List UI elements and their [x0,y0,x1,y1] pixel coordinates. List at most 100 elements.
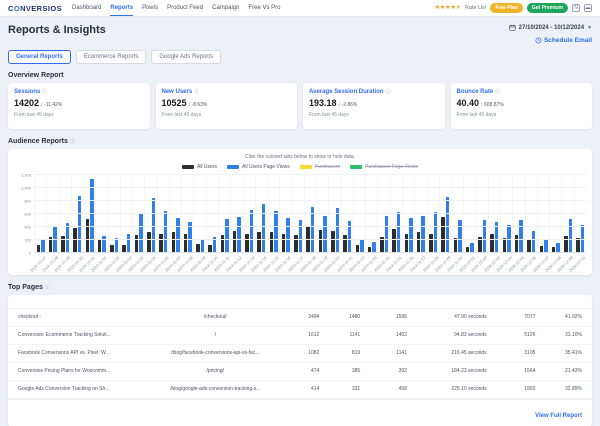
top-pages-table: checkout - /checkout/2494 1480 1596 47.90 se… [8,295,592,399]
table-cell: 458 [398,386,407,392]
nav-item-pixels[interactable]: Pixels [142,4,159,11]
bar [490,233,494,253]
bar [85,219,90,253]
bar [261,203,266,253]
table-cell: 385 [351,368,361,374]
bar [502,238,507,253]
bar-group [291,175,304,253]
legend-purchasers[interactable]: Purchasers [299,164,340,170]
bar-group [193,175,205,253]
table-cell: Conversios Pricing Plans for Woocomm... [18,368,111,374]
bar [232,230,237,253]
bar [372,242,376,253]
bar-group [352,175,365,253]
free-plan-badge[interactable]: Free Plan [490,3,523,13]
bar-group [340,175,353,253]
schedule-email-button[interactable]: Schedule Email [509,37,592,44]
legend-all-users-page-views[interactable]: All Users Page Views [227,164,290,170]
bar [200,238,205,253]
get-premium-button[interactable]: Get Premium [526,3,568,13]
info-icon[interactable]: ⓘ [44,285,50,291]
y-tick-label: 200 [24,237,31,243]
table-cell: 33.10% [565,332,582,338]
bar-group [83,175,95,253]
bar [343,235,347,253]
table-cell: 41.92% [565,314,582,320]
bar-group [230,175,242,253]
trend-down-icon: ↓ [337,102,341,108]
info-icon[interactable]: ⓘ [42,89,48,95]
trend-down-icon: ↓ [40,102,44,108]
legend-all-users[interactable]: All Users [181,164,217,170]
bar [114,238,119,253]
bar-group [328,175,340,253]
table-cell: 1082 [308,350,320,356]
legend-swatch [350,165,363,169]
bar [551,246,556,253]
bar [421,216,425,253]
table-cell: 7077 [524,314,536,320]
brand-logo[interactable]: CONVERSIOS [8,3,63,13]
clock-icon [535,37,542,44]
bar [323,216,327,253]
tab-ecommerce-reports[interactable]: Ecommerce Reports [75,50,147,64]
table-cell: 1564 [524,368,536,374]
bar [65,222,70,253]
bar [61,235,65,253]
table-cell: 1141 [349,332,361,338]
chat-icon[interactable]: ▬ [584,4,592,12]
info-icon[interactable]: ⓘ [69,139,75,145]
bar [110,244,114,253]
table-cell: 1402 [395,332,407,338]
trend-up-icon: ↑ [480,102,484,108]
legend-purchasers-page-views[interactable]: Purchasers Page Views [350,164,418,170]
bar-group [451,175,463,253]
info-icon[interactable]: ⓘ [194,89,200,95]
nav-item-dashboard[interactable]: Dashboard [72,4,102,11]
info-icon[interactable]: ⓘ [385,89,391,95]
table-cell: 474 [311,368,320,374]
bar [237,216,241,253]
bar [392,228,396,253]
bar [568,218,573,253]
bar-group [536,175,549,253]
info-icon[interactable]: ⓘ [495,89,501,95]
table-cell: 392 [398,368,407,374]
bar [183,234,188,253]
rating-stars[interactable]: ★★★★★ [434,3,461,11]
chevron-down-icon: ▼ [587,24,592,31]
date-range-value: 27/10/2024 - 10/12/2024 [518,24,585,31]
top-pages-section-title: Top Pages ⓘ [8,284,50,291]
legend-swatch [181,165,194,169]
nav-item-product-feed[interactable]: Product Feed [167,4,204,11]
date-range-picker[interactable]: 27/10/2024 - 10/12/2024 ▼ [509,24,592,31]
table-cell: 225.10 seconds [451,386,487,392]
bar-group [181,175,193,253]
table-cell: checkout - [18,314,42,320]
bar [249,210,254,253]
bar-group [512,175,524,253]
trend-down-icon: ↓ [187,102,191,108]
bar [396,212,401,253]
bar-group [389,175,402,253]
bar [188,221,192,253]
bar [367,246,372,253]
bar-group [168,175,181,253]
bar [576,237,580,253]
bar [478,236,482,253]
table-cell: 5126 [524,332,536,338]
tab-google-ads-reports[interactable]: Google Ads Reports [151,50,222,64]
rate-us-label[interactable]: Rate Us! [464,5,487,11]
view-full-report-link[interactable]: View Full Report [535,412,582,419]
page-title: Reports & Insights [8,24,106,36]
nav-item-free-vs-pro[interactable]: Free Vs Pro [248,4,281,11]
bar [171,232,176,253]
bar [416,231,421,253]
gridline [34,252,586,253]
nav-item-campaign[interactable]: Campaign [212,4,240,11]
bar [298,220,303,253]
y-tick-label: 1,000 [20,185,31,191]
whats-new-icon[interactable]: N [572,4,580,12]
tab-general-reports[interactable]: General Reports [8,50,71,64]
nav-item-reports[interactable]: Reports [110,0,134,16]
